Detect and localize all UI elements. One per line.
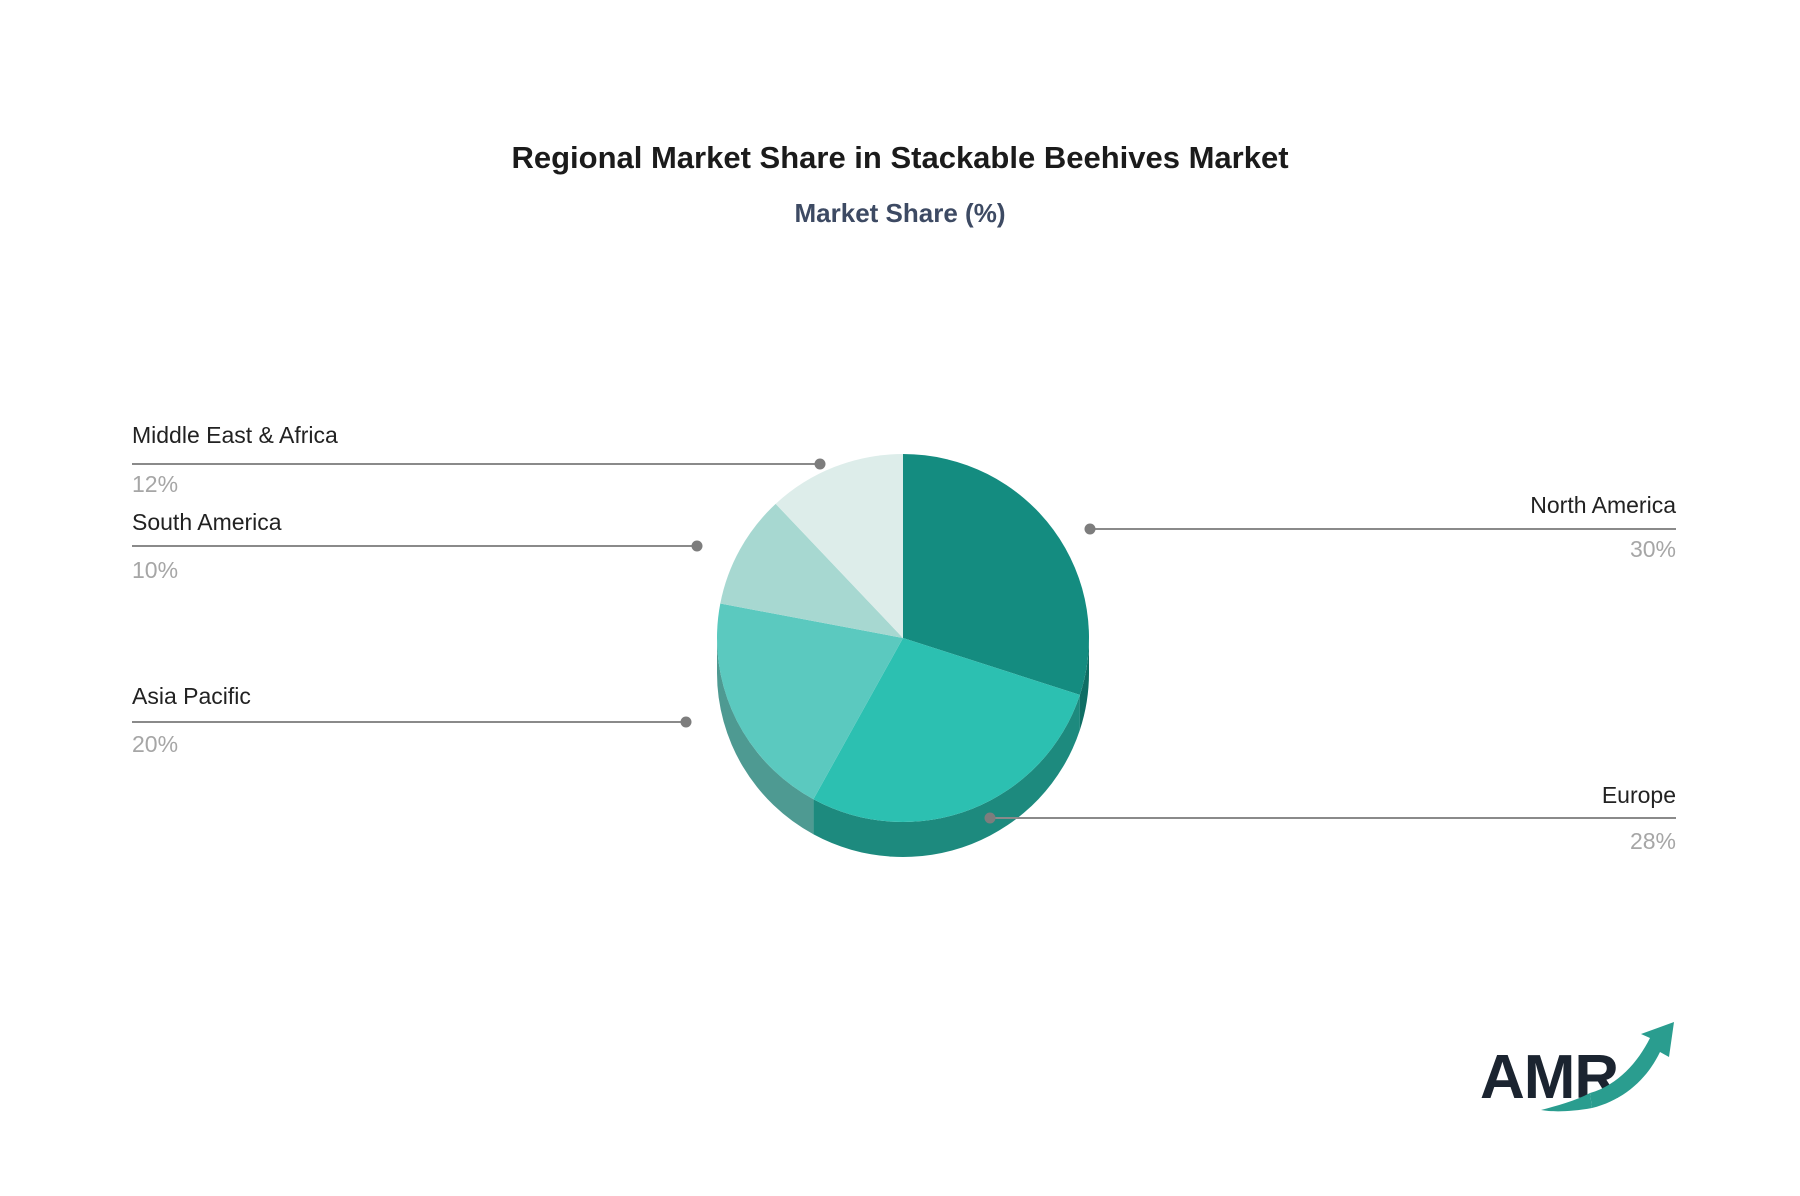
slice-north-america [903,454,1089,695]
callout-middle-east-africa[interactable]: Middle East & Africa 12% [132,422,826,497]
growth-arrow-icon [1541,1022,1674,1112]
chart-subtitle: Market Share (%) [795,198,1006,228]
leader-dot-south-america [691,540,703,552]
callout-value-north-america: 30% [1630,536,1676,562]
callout-value-asia-pacific: 20% [132,731,178,757]
slice-middle-east-africa [775,454,903,638]
callout-label-south-america: South America [132,509,282,535]
slice-side-north-america [1079,638,1089,730]
slice-asia-pacific [716,603,903,800]
leader-dot-europe [984,812,996,824]
callout-label-middle-east-africa: Middle East & Africa [132,422,338,448]
amr-logo[interactable]: AMR [1480,1022,1674,1112]
leader-dot-middle-east-africa [814,458,826,470]
callout-value-middle-east-africa: 12% [132,471,178,497]
leader-dot-asia-pacific [680,716,692,728]
callout-asia-pacific[interactable]: Asia Pacific 20% [132,683,692,757]
pie-side-walls [716,638,1089,857]
slice-side-europe [813,694,1080,857]
callout-europe[interactable]: Europe 28% [984,782,1677,854]
callout-value-europe: 28% [1630,828,1676,854]
callout-label-north-america: North America [1530,492,1676,518]
slice-south-america [720,503,903,638]
slice-europe [813,638,1080,822]
leader-dot-north-america [1084,523,1096,535]
chart-title: Regional Market Share in Stackable Beehi… [511,140,1288,175]
callout-label-europe: Europe [1602,782,1676,808]
callout-south-america[interactable]: South America 10% [132,509,703,583]
slice-side-asia-pacific [716,638,814,835]
pie-3d-group [716,454,1089,857]
callout-value-south-america: 10% [132,557,178,583]
pie-top-face [716,454,1089,822]
callout-label-asia-pacific: Asia Pacific [132,683,251,709]
callout-north-america[interactable]: North America 30% [1084,492,1677,562]
